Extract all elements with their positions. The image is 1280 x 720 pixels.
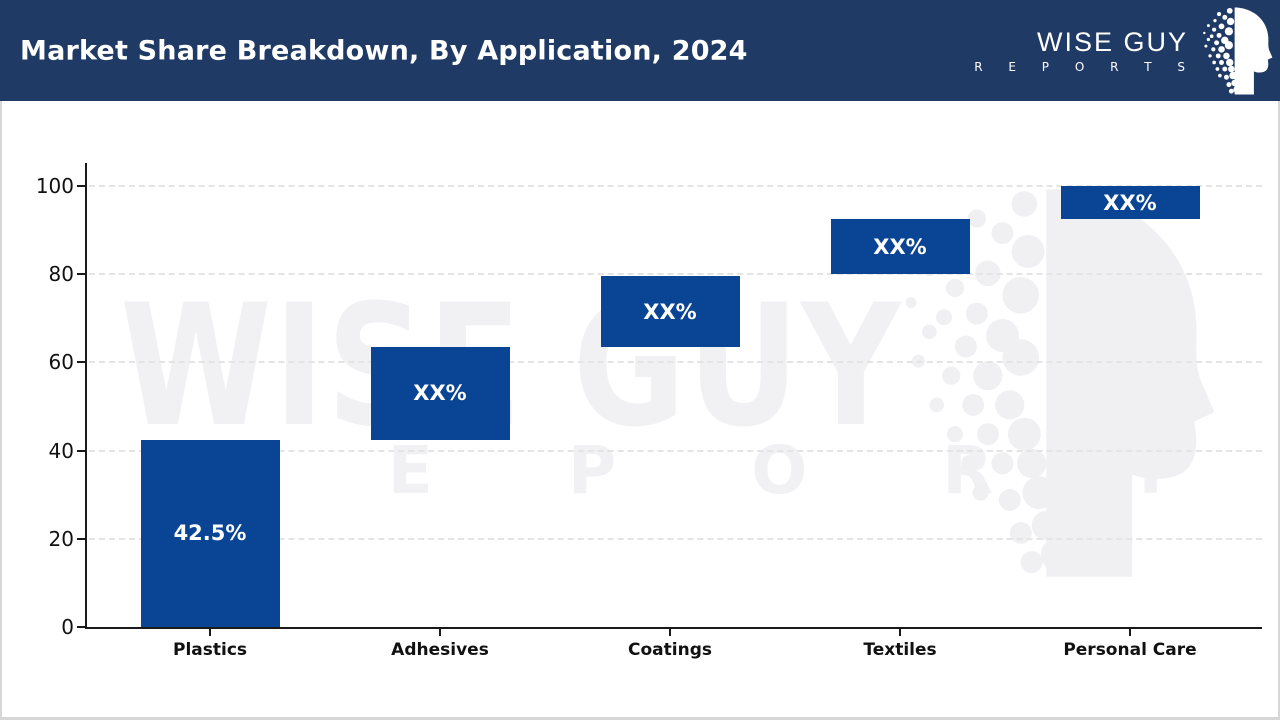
watermark-head-icon [905, 189, 1215, 577]
x-axis-label-plastics: Plastics [172, 640, 248, 660]
y-gridline-20 [89, 537, 1262, 540]
wiseguy-logo-text: WISE GUY R E P O R T S [974, 27, 1188, 74]
x-axis-label-textiles: Textiles [863, 640, 937, 660]
y-tick-label-80: 80 [48, 262, 74, 287]
bar-value-label-plastics: 42.5% [173, 521, 247, 546]
bar-value-label-personal-care: XX% [1103, 190, 1157, 215]
logo-brand-subtitle: R E P O R T S [974, 60, 1196, 74]
x-axis-label-adhesives: Adhesives [391, 640, 489, 660]
y-gridline-100 [89, 185, 1262, 187]
y-tick-60 [77, 361, 85, 364]
x-tick-personal-care [1129, 629, 1131, 636]
y-gridline-60 [89, 361, 1262, 364]
bar-segment-coatings: XX% [600, 276, 740, 347]
x-tick-textiles [899, 629, 901, 636]
bar-segment-personal-care: XX% [1060, 186, 1200, 220]
x-axis-label-personal-care: Personal Care [1063, 640, 1197, 660]
y-axis-line [85, 163, 87, 629]
bar-segment-plastics: 42.5% [140, 439, 280, 627]
bar-segment-adhesives: XX% [370, 346, 510, 440]
x-tick-plastics [209, 629, 211, 636]
watermark-text-line1: WISE GUY [120, 268, 903, 464]
page-title: Market Share Breakdown, By Application, … [20, 35, 748, 66]
wiseguy-logo: WISE GUY R E P O R T S [974, 2, 1274, 99]
x-axis-line [85, 627, 1262, 629]
y-tick-20 [77, 537, 85, 540]
y-gridline-80 [89, 273, 1262, 276]
y-gridline-40 [89, 449, 1262, 452]
header-bar: Market Share Breakdown, By Application, … [0, 0, 1280, 101]
bar-value-label-coatings: XX% [643, 299, 697, 324]
x-tick-adhesives [439, 629, 441, 636]
bar-segment-textiles: XX% [830, 219, 970, 275]
y-tick-label-100: 100 [35, 174, 74, 198]
y-tick-label-60: 60 [48, 350, 74, 375]
bar-value-label-adhesives: XX% [413, 381, 467, 406]
bar-value-label-textiles: XX% [873, 234, 927, 259]
y-tick-40 [77, 449, 85, 452]
x-tick-coatings [669, 629, 671, 636]
y-tick-label-20: 20 [48, 526, 74, 551]
logo-brand-name: WISE GUY [1036, 27, 1188, 57]
y-tick-0 [77, 626, 85, 628]
wiseguy-head-icon [1203, 7, 1273, 94]
x-axis-label-coatings: Coatings [628, 640, 712, 660]
y-tick-100 [77, 185, 85, 187]
y-tick-label-40: 40 [48, 438, 74, 463]
y-tick-80 [77, 273, 85, 276]
y-tick-label-0: 0 [61, 615, 74, 639]
